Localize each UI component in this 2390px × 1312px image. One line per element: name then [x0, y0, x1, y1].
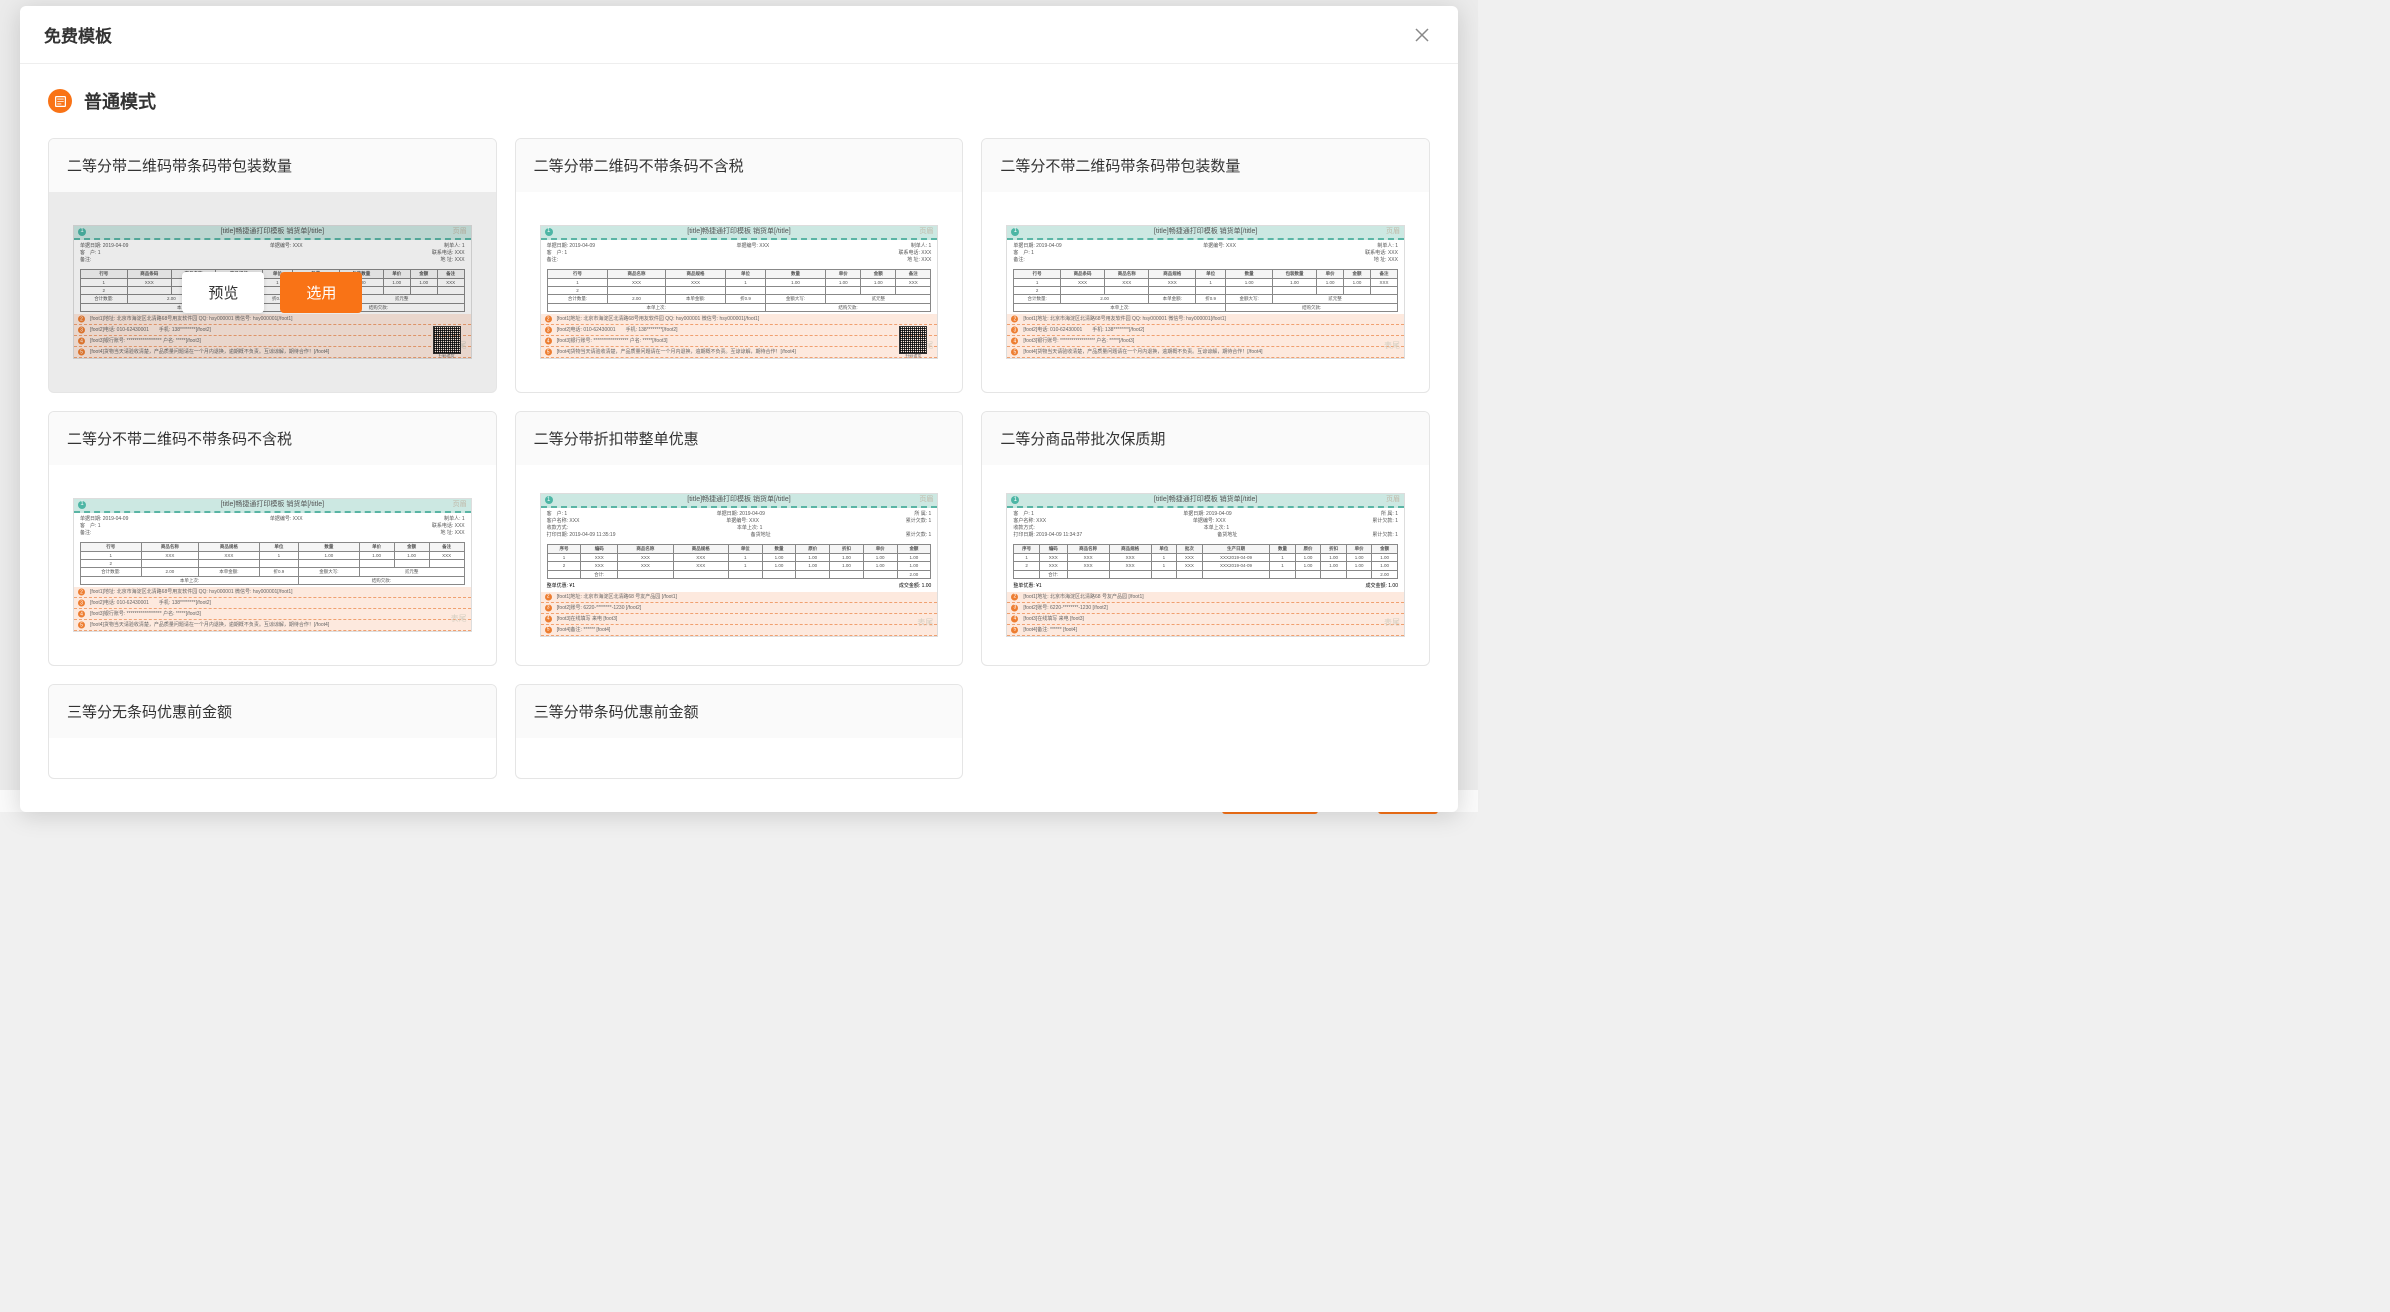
- template-card[interactable]: 二等分不带二维码不带条码不含税1[title]畅捷通打印模板 销货单[/titl…: [48, 411, 497, 666]
- section-title: 普通模式: [84, 88, 156, 114]
- preview-button[interactable]: 预览: [182, 272, 264, 313]
- close-icon: [1414, 27, 1430, 43]
- template-card[interactable]: 二等分商品带批次保质期1[title]畅捷通打印模板 销货单[/title]页眉…: [981, 411, 1430, 666]
- close-button[interactable]: [1410, 23, 1434, 47]
- template-preview: 1[title]畅捷通打印模板 销货单[/title]页眉 客 户: 1单据日期…: [516, 465, 963, 665]
- template-card-title: 三等分带条码优惠前金额: [516, 685, 963, 738]
- template-card-title: 三等分无条码优惠前金额: [49, 685, 496, 738]
- templates-grid: 二等分带二维码带条码带包装数量1[title]畅捷通打印模板 销货单[/titl…: [48, 138, 1430, 779]
- hover-actions: 预览选用: [49, 192, 496, 392]
- template-card-title: 二等分带二维码不带条码不含税: [516, 139, 963, 192]
- template-card[interactable]: 三等分无条码优惠前金额: [48, 684, 497, 779]
- section-header: 普通模式: [48, 88, 1430, 114]
- template-card-title: 二等分商品带批次保质期: [982, 412, 1429, 465]
- template-preview: 1[title]畅捷通打印模板 销货单[/title]页眉 单据日期: 2019…: [982, 192, 1429, 392]
- modal-body: 普通模式 二等分带二维码带条码带包装数量1[title]畅捷通打印模板 销货单[…: [20, 64, 1458, 812]
- template-card-title: 二等分不带二维码带条码带包装数量: [982, 139, 1429, 192]
- template-preview: 1[title]畅捷通打印模板 销货单[/title]页眉 单据日期: 2019…: [49, 192, 496, 392]
- template-preview: 1[title]畅捷通打印模板 销货单[/title]页眉 单据日期: 2019…: [516, 192, 963, 392]
- template-card[interactable]: 三等分带条码优惠前金额: [515, 684, 964, 779]
- template-preview: [516, 738, 963, 778]
- template-preview: 1[title]畅捷通打印模板 销货单[/title]页眉 单据日期: 2019…: [49, 465, 496, 665]
- modal-header: 免费模板: [20, 6, 1458, 64]
- template-card[interactable]: 二等分带二维码不带条码不含税1[title]畅捷通打印模板 销货单[/title…: [515, 138, 964, 393]
- select-button[interactable]: 选用: [280, 272, 362, 313]
- template-card-title: 二等分带二维码带条码带包装数量: [49, 139, 496, 192]
- template-card[interactable]: 二等分带折扣带整单优惠1[title]畅捷通打印模板 销货单[/title]页眉…: [515, 411, 964, 666]
- template-modal: 免费模板 普通模式 二等分带二维码带条码带包装数量1[title]畅捷通打印模板…: [20, 6, 1458, 812]
- modal-title: 免费模板: [44, 22, 112, 47]
- template-card[interactable]: 二等分带二维码带条码带包装数量1[title]畅捷通打印模板 销货单[/titl…: [48, 138, 497, 393]
- template-preview: [49, 738, 496, 778]
- section-icon: [48, 89, 72, 113]
- modal-overlay: 免费模板 普通模式 二等分带二维码带条码带包装数量1[title]畅捷通打印模板…: [0, 0, 1478, 812]
- template-card[interactable]: 二等分不带二维码带条码带包装数量1[title]畅捷通打印模板 销货单[/tit…: [981, 138, 1430, 393]
- template-preview: 1[title]畅捷通打印模板 销货单[/title]页眉 客 户: 1单据日期…: [982, 465, 1429, 665]
- template-card-title: 二等分带折扣带整单优惠: [516, 412, 963, 465]
- template-card-title: 二等分不带二维码不带条码不含税: [49, 412, 496, 465]
